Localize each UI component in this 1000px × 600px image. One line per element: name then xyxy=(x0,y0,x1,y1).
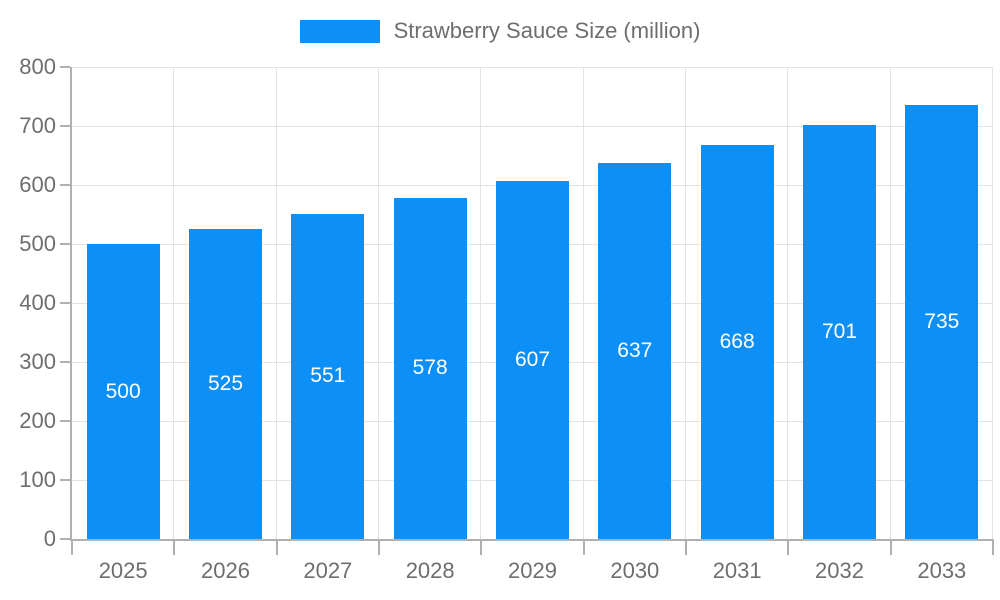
x-tick-label: 2033 xyxy=(917,558,967,583)
legend-label: Strawberry Sauce Size (million) xyxy=(393,18,701,43)
y-tick-label: 100 xyxy=(19,467,56,492)
gridline-vertical xyxy=(275,67,277,539)
y-tick-label: 200 xyxy=(19,408,56,433)
bar[interactable] xyxy=(803,125,876,539)
bar[interactable] xyxy=(393,197,467,539)
y-axis-line xyxy=(70,67,72,539)
y-tick-label: 300 xyxy=(19,349,56,374)
x-axis-tick xyxy=(173,539,176,555)
y-tick-label: 700 xyxy=(19,113,56,138)
x-axis-tick xyxy=(889,539,892,555)
y-tick-label: 800 xyxy=(19,54,56,79)
bar-value-label: 701 xyxy=(821,320,858,344)
bar-value-label: 735 xyxy=(924,310,960,334)
bar[interactable] xyxy=(189,229,262,539)
x-axis-tick xyxy=(275,539,278,555)
gridline-horizontal xyxy=(72,67,993,68)
x-tick-label: 2031 xyxy=(712,558,762,583)
bar-value-label: 500 xyxy=(105,379,141,403)
y-axis-tick xyxy=(60,66,70,68)
x-axis-tick xyxy=(378,539,380,555)
y-axis-tick xyxy=(60,538,70,540)
bar[interactable] xyxy=(700,144,774,539)
gridline-vertical xyxy=(787,67,789,539)
y-axis-tick xyxy=(60,125,70,127)
gridline-vertical xyxy=(992,67,993,539)
y-tick-label: 500 xyxy=(19,231,56,256)
bar[interactable] xyxy=(496,180,569,539)
gridline-horizontal xyxy=(72,126,993,127)
bar[interactable] xyxy=(905,105,979,539)
x-tick-label: 2032 xyxy=(815,558,864,583)
y-axis-tick xyxy=(60,479,70,481)
bar-value-label: 637 xyxy=(617,339,653,363)
bar[interactable] xyxy=(598,163,672,539)
legend-item[interactable]: Strawberry Sauce Size (million) xyxy=(0,16,1000,46)
x-axis-tick xyxy=(685,539,687,555)
bar[interactable] xyxy=(291,213,365,539)
x-axis-tick xyxy=(992,539,994,555)
y-axis-tick xyxy=(60,243,70,245)
plot-area: 500 525 551 578 607 637 668 701 735 xyxy=(60,66,994,555)
gridline-vertical xyxy=(685,67,686,539)
y-axis-tick xyxy=(60,361,70,363)
bar-value-label: 578 xyxy=(412,356,448,380)
x-tick-label: 2028 xyxy=(405,558,455,583)
y-tick-label: 400 xyxy=(19,290,56,315)
x-tick-label: 2026 xyxy=(201,558,250,583)
x-axis-tick xyxy=(480,539,483,555)
y-axis-tick xyxy=(60,420,70,422)
bar-value-label: 525 xyxy=(207,372,244,396)
x-axis-tick xyxy=(787,539,790,555)
bar-value-label: 668 xyxy=(719,329,755,353)
y-axis-tick xyxy=(60,184,70,186)
x-tick-label: 2025 xyxy=(98,558,148,583)
x-tick-label: 2030 xyxy=(610,558,660,583)
y-tick-label: 0 xyxy=(43,526,56,551)
x-axis-tick xyxy=(582,539,585,555)
x-axis-tick xyxy=(71,539,73,555)
bar[interactable] xyxy=(86,244,160,539)
gridline-vertical xyxy=(889,67,891,539)
legend-swatch-icon xyxy=(299,19,380,43)
gridline-vertical xyxy=(480,67,482,539)
x-axis-line xyxy=(70,539,993,541)
x-tick-label: 2027 xyxy=(303,558,353,583)
x-tick-label: 2029 xyxy=(508,558,557,583)
y-tick-label: 600 xyxy=(19,172,56,197)
gridline-vertical xyxy=(173,67,175,539)
y-axis-tick xyxy=(60,302,70,304)
gridline-vertical xyxy=(582,67,584,539)
bar-value-label: 607 xyxy=(514,347,551,371)
gridline-vertical xyxy=(378,67,379,539)
bar-value-label: 551 xyxy=(310,364,346,388)
